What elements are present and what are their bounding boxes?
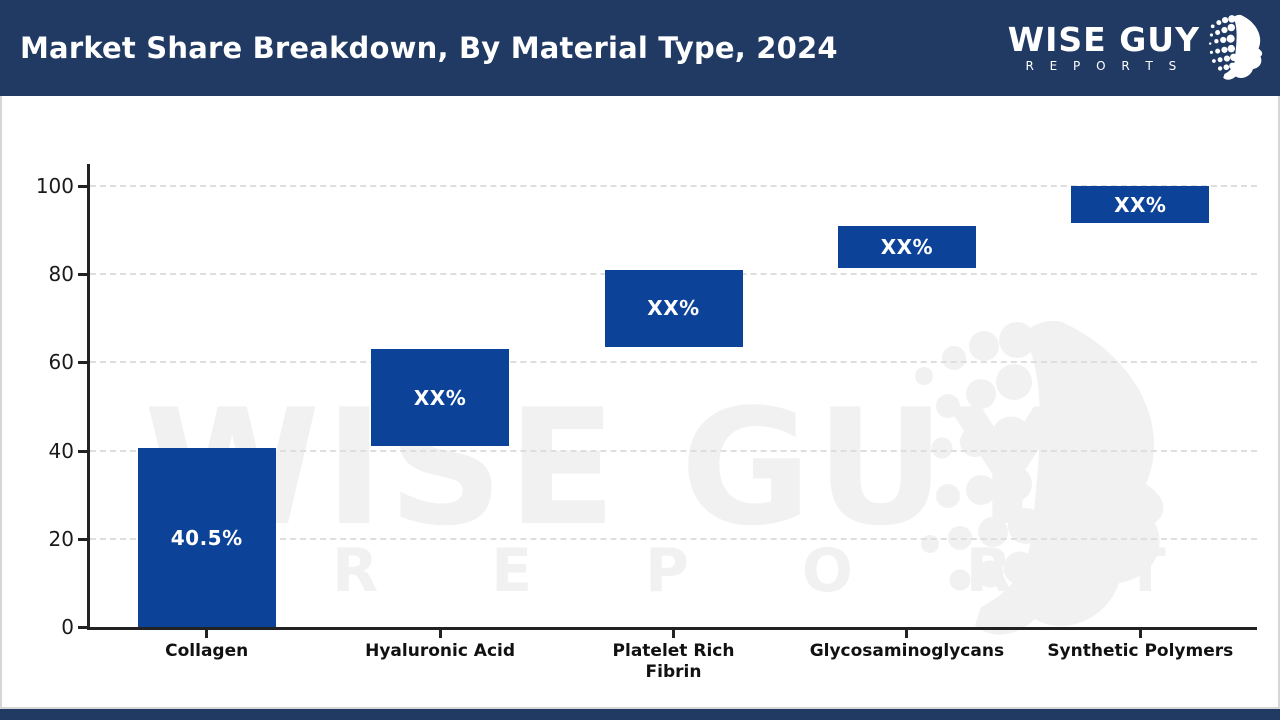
x-category-label: Hyaluronic Acid xyxy=(365,641,516,661)
x-tick-mark xyxy=(438,630,442,638)
bar-value-label: 40.5% xyxy=(170,525,243,550)
wise-guy-logo: WISE GUY R E P O R T S xyxy=(1008,6,1280,90)
x-tick-mark xyxy=(205,630,209,638)
logo-head-icon xyxy=(1208,14,1263,80)
x-category-label: Collagen xyxy=(165,641,249,661)
x-tick-mark xyxy=(1138,630,1142,638)
gridline-60 xyxy=(90,361,1257,364)
x-tick-mark xyxy=(672,630,675,638)
bar-collagen: 40.5% xyxy=(137,448,276,627)
bar-value-label: XX% xyxy=(1114,192,1167,217)
bar-hyaluronic-acid: XX% xyxy=(371,349,510,447)
y-tick-label: 100 xyxy=(35,174,74,198)
y-tick-label: 40 xyxy=(48,438,74,463)
gridline-20 xyxy=(90,537,1257,540)
x-axis xyxy=(87,627,1257,630)
bar-glycosaminoglycans: XX% xyxy=(837,225,976,268)
x-category-label: Platelet Rich Fibrin xyxy=(612,641,735,682)
bar-value-label: XX% xyxy=(413,385,467,410)
y-tick-mark xyxy=(78,626,88,629)
gridline-100 xyxy=(90,185,1257,187)
y-tick-label: 0 xyxy=(61,615,74,639)
logo-text: WISE GUY R E P O R T S xyxy=(1008,23,1200,73)
y-tick-mark xyxy=(78,185,88,188)
y-tick-label: 80 xyxy=(48,262,74,287)
header: Market Share Breakdown, By Material Type… xyxy=(0,0,1280,96)
page-title: Market Share Breakdown, By Material Type… xyxy=(20,31,838,65)
bar-synthetic-polymers: XX% xyxy=(1071,186,1210,224)
y-tick-mark xyxy=(78,449,88,453)
x-tick-mark xyxy=(905,630,909,638)
y-tick-mark xyxy=(78,537,88,541)
x-category-label: Glycosaminoglycans xyxy=(809,641,1005,661)
y-tick-mark xyxy=(78,273,88,277)
y-tick-mark xyxy=(78,361,88,365)
y-tick-label: 60 xyxy=(48,350,74,375)
y-tick-label: 20 xyxy=(48,526,74,551)
bar-platelet-rich-fibrin: XX% xyxy=(604,269,743,347)
bar-value-label: XX% xyxy=(880,234,934,259)
logo-subtitle: R E P O R T S xyxy=(1025,58,1183,73)
bar-value-label: XX% xyxy=(647,296,700,321)
x-category-label: Synthetic Polymers xyxy=(1047,641,1234,661)
logo-wordmark: WISE GUY xyxy=(1007,20,1200,60)
y-axis xyxy=(87,164,90,630)
footer-bar xyxy=(0,707,1280,720)
gridline-40 xyxy=(90,449,1257,452)
